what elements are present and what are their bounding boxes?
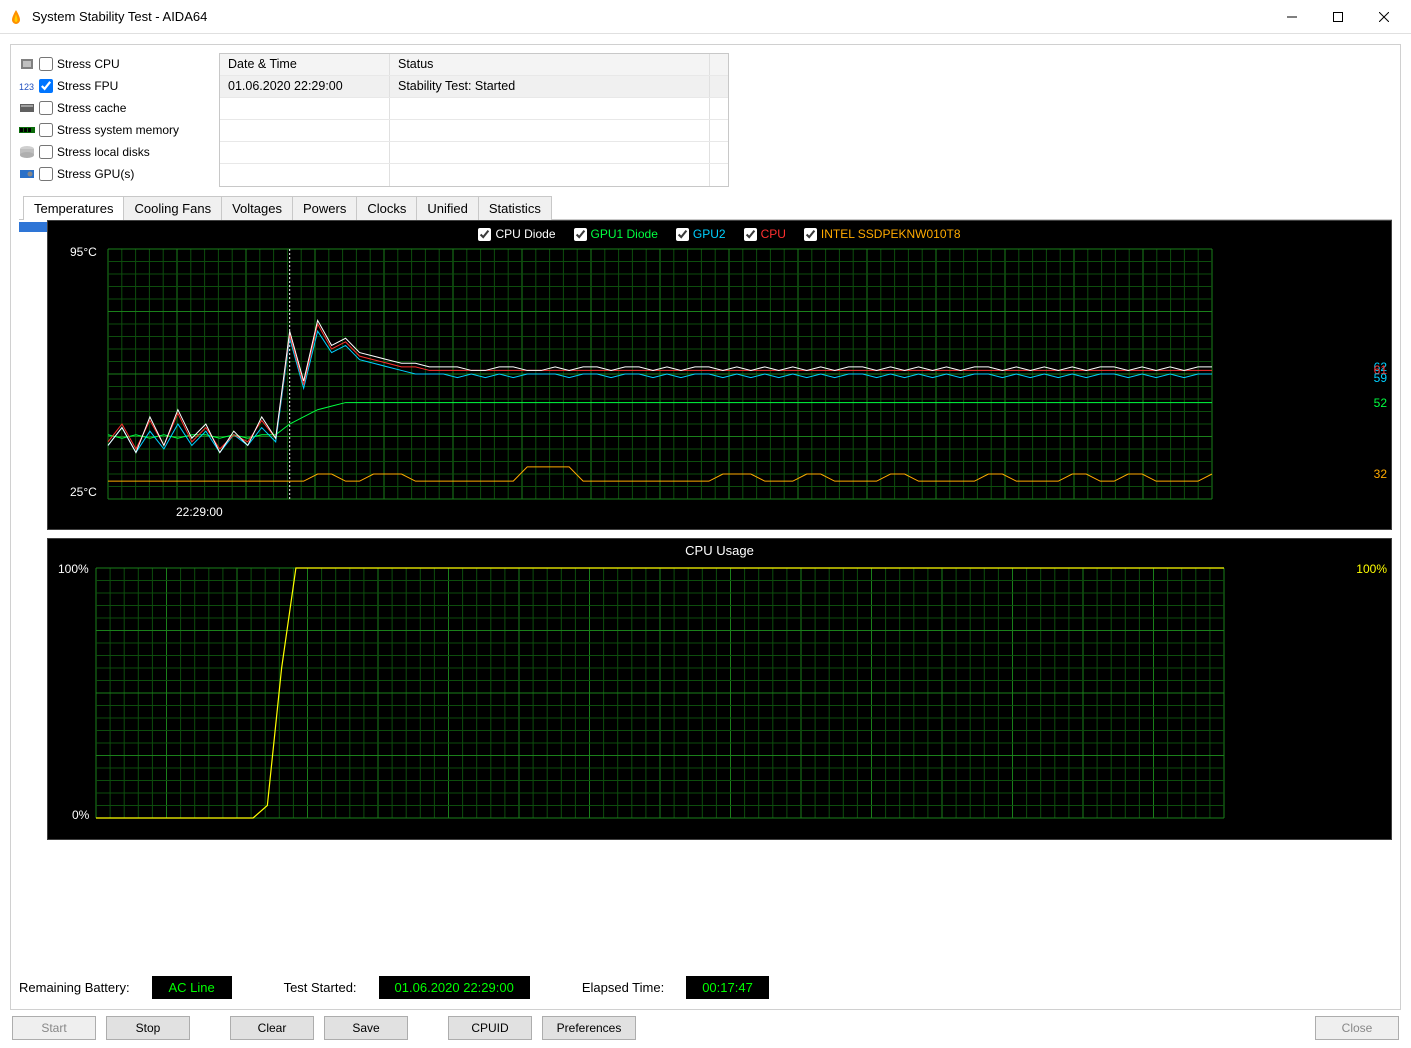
- stress-item-mem[interactable]: Stress system memory: [19, 119, 211, 141]
- usage-ymin-label: 0%: [72, 808, 89, 822]
- temp-start-time: 22:29:00: [176, 505, 223, 519]
- bottom-status-bar: Remaining Battery: AC Line Test Started:…: [19, 972, 1392, 1001]
- side-strip-2: [19, 538, 47, 840]
- button-row: Start Stop Clear Save CPUID Preferences …: [10, 1016, 1401, 1040]
- temp-ymin-label: 25°C: [70, 485, 97, 499]
- legend-gpu2[interactable]: GPU2: [676, 227, 726, 241]
- test-started-label: Test Started:: [284, 980, 357, 995]
- temp-value-label: 52: [1374, 396, 1387, 410]
- stress-item-cache[interactable]: Stress cache: [19, 97, 211, 119]
- stress-checkbox[interactable]: [39, 145, 53, 159]
- usage-right-label: 100%: [1356, 562, 1387, 576]
- svg-text:123: 123: [19, 82, 34, 92]
- stress-checkbox[interactable]: [39, 57, 53, 71]
- stop-button[interactable]: Stop: [106, 1016, 190, 1040]
- temperature-chart: CPU Diode GPU1 Diode GPU2 CPU INTEL SSDP…: [47, 220, 1392, 530]
- battery-label: Remaining Battery:: [19, 980, 130, 995]
- cpu-icon: [19, 57, 35, 71]
- disk-icon: [19, 145, 35, 159]
- save-button[interactable]: Save: [324, 1016, 408, 1040]
- close-button[interactable]: [1361, 2, 1407, 32]
- stress-checkbox[interactable]: [39, 79, 53, 93]
- stress-checkbox[interactable]: [39, 101, 53, 115]
- stress-item-gpu[interactable]: Stress GPU(s): [19, 163, 211, 185]
- tab-temperatures[interactable]: Temperatures: [23, 196, 124, 220]
- usage-title: CPU Usage: [48, 539, 1391, 562]
- stress-label: Stress GPU(s): [57, 167, 134, 181]
- mem-icon: [19, 123, 35, 137]
- legend-intel-ssdpeknw010t8[interactable]: INTEL SSDPEKNW010T8: [804, 227, 961, 241]
- window-title: System Stability Test - AIDA64: [32, 9, 207, 24]
- stress-item-disk[interactable]: Stress local disks: [19, 141, 211, 163]
- elapsed-label: Elapsed Time:: [582, 980, 664, 995]
- cache-icon: [19, 101, 35, 115]
- col-status: Status: [390, 54, 710, 75]
- tab-powers[interactable]: Powers: [292, 196, 357, 220]
- temp-legend: CPU Diode GPU1 Diode GPU2 CPU INTEL SSDP…: [48, 221, 1391, 245]
- clear-button[interactable]: Clear: [230, 1016, 314, 1040]
- stress-label: Stress FPU: [57, 79, 118, 93]
- stress-label: Stress local disks: [57, 145, 150, 159]
- stress-item-cpu[interactable]: Stress CPU: [19, 53, 211, 75]
- battery-value: AC Line: [152, 976, 232, 999]
- legend-gpu1-diode[interactable]: GPU1 Diode: [574, 227, 658, 241]
- gpu-icon: [19, 167, 35, 181]
- fpu-icon: 123: [19, 79, 35, 93]
- tab-unified[interactable]: Unified: [416, 196, 478, 220]
- stress-item-fpu[interactable]: 123 Stress FPU: [19, 75, 211, 97]
- tabs: TemperaturesCooling FansVoltagesPowersCl…: [19, 195, 1392, 220]
- maximize-button[interactable]: [1315, 2, 1361, 32]
- stress-label: Stress system memory: [57, 123, 179, 137]
- usage-ymax-label: 100%: [58, 562, 89, 576]
- start-button[interactable]: Start: [12, 1016, 96, 1040]
- elapsed-value: 00:17:47: [686, 976, 769, 999]
- stress-label: Stress CPU: [57, 57, 120, 71]
- legend-cpu-diode[interactable]: CPU Diode: [478, 227, 555, 241]
- app-icon: [8, 9, 24, 25]
- minimize-button[interactable]: [1269, 2, 1315, 32]
- legend-cpu[interactable]: CPU: [744, 227, 786, 241]
- stress-checkbox[interactable]: [39, 167, 53, 181]
- status-row: 01.06.2020 22:29:00Stability Test: Start…: [220, 76, 728, 98]
- temp-ymax-label: 95°C: [70, 245, 97, 259]
- tab-statistics[interactable]: Statistics: [478, 196, 552, 220]
- tab-cooling-fans[interactable]: Cooling Fans: [123, 196, 222, 220]
- preferences-button[interactable]: Preferences: [542, 1016, 636, 1040]
- status-table: Date & TimeStatus01.06.2020 22:29:00Stab…: [219, 53, 729, 187]
- side-strip: [19, 220, 47, 530]
- close-window-button[interactable]: Close: [1315, 1016, 1399, 1040]
- temp-value-label: 59: [1374, 371, 1387, 385]
- col-datetime: Date & Time: [220, 54, 390, 75]
- titlebar: System Stability Test - AIDA64: [0, 0, 1411, 34]
- tab-clocks[interactable]: Clocks: [356, 196, 417, 220]
- cpuid-button[interactable]: CPUID: [448, 1016, 532, 1040]
- cpu-usage-chart: CPU Usage 100% 0% 100%: [47, 538, 1392, 840]
- test-started-value: 01.06.2020 22:29:00: [379, 976, 530, 999]
- stress-checkbox[interactable]: [39, 123, 53, 137]
- stress-label: Stress cache: [57, 101, 126, 115]
- temp-value-label: 32: [1374, 467, 1387, 481]
- stress-options: Stress CPU 123 Stress FPU Stress cache Stres…: [19, 53, 211, 185]
- tab-voltages[interactable]: Voltages: [221, 196, 293, 220]
